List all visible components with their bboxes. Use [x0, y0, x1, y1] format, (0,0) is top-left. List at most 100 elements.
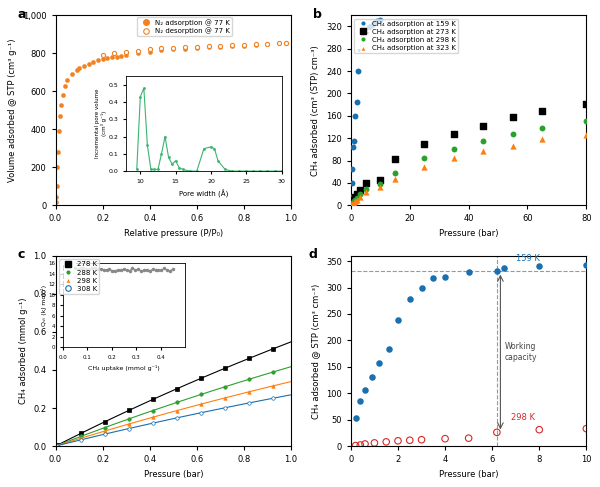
Point	[508, 130, 518, 138]
Point	[352, 98, 362, 106]
Point	[352, 196, 362, 204]
Point	[419, 140, 429, 148]
Y-axis label: CH₄ adsorbed (cm³ (STP) cm⁻³): CH₄ adsorbed (cm³ (STP) cm⁻³)	[311, 45, 320, 176]
Point	[440, 273, 450, 281]
Legend: CH₄ adsorption at 159 K, CH₄ adsorption at 273 K, CH₄ adsorption at 298 K, CH₄ a: CH₄ adsorption at 159 K, CH₄ adsorption …	[355, 19, 458, 53]
Point	[538, 124, 547, 132]
Point	[361, 188, 370, 196]
Point	[346, 200, 356, 208]
Point	[373, 18, 382, 25]
Point	[405, 295, 415, 303]
Point	[390, 175, 400, 183]
Point	[349, 143, 358, 150]
Point	[581, 131, 591, 139]
Point	[393, 317, 403, 324]
Point	[508, 113, 518, 121]
Point	[581, 425, 591, 432]
Point	[364, 23, 373, 31]
Point	[361, 27, 370, 35]
Point	[346, 193, 356, 201]
Point	[361, 179, 370, 187]
Point	[499, 264, 509, 272]
Y-axis label: CH₄ adsorbed (mmol g⁻¹): CH₄ adsorbed (mmol g⁻¹)	[19, 298, 28, 404]
Point	[367, 21, 376, 29]
X-axis label: Pressure (bar): Pressure (bar)	[143, 469, 203, 479]
Text: 159 K: 159 K	[516, 254, 539, 263]
Y-axis label: Volume adsorbed @ STP (cm³ g⁻¹): Volume adsorbed @ STP (cm³ g⁻¹)	[8, 38, 17, 182]
Point	[440, 435, 450, 443]
Point	[535, 262, 544, 270]
Point	[355, 186, 365, 194]
Point	[393, 437, 403, 445]
Point	[390, 155, 400, 163]
Point	[376, 184, 385, 191]
Point	[479, 122, 488, 130]
Point	[538, 108, 547, 115]
Point	[361, 185, 370, 192]
Point	[346, 201, 356, 209]
Text: c: c	[18, 248, 25, 261]
Point	[376, 16, 385, 24]
X-axis label: Pressure (bar): Pressure (bar)	[439, 469, 499, 479]
Point	[419, 154, 429, 162]
Point	[352, 190, 362, 198]
Point	[492, 429, 502, 436]
Text: b: b	[313, 7, 322, 20]
Point	[347, 199, 357, 207]
Point	[353, 67, 363, 75]
Point	[390, 169, 400, 177]
Point	[464, 268, 473, 276]
Point	[535, 426, 544, 433]
Text: 298 K: 298 K	[511, 412, 535, 422]
Point	[492, 267, 502, 275]
Text: Working
capacity: Working capacity	[505, 342, 538, 362]
Point	[349, 196, 359, 204]
Point	[349, 199, 359, 206]
Point	[417, 284, 427, 292]
Point	[347, 165, 357, 173]
Point	[349, 198, 359, 206]
Point	[581, 262, 591, 269]
Point	[382, 438, 391, 446]
Point	[449, 130, 459, 138]
Point	[405, 436, 415, 444]
Text: d: d	[308, 248, 317, 261]
Point	[419, 164, 429, 171]
Point	[428, 274, 438, 282]
Point	[360, 440, 370, 448]
Point	[367, 374, 377, 381]
Point	[464, 434, 473, 442]
Point	[351, 414, 361, 422]
Point	[356, 441, 365, 449]
Point	[376, 180, 385, 188]
Point	[479, 137, 488, 145]
Point	[349, 137, 359, 145]
Point	[347, 179, 356, 187]
Point	[346, 201, 356, 209]
Point	[581, 117, 591, 125]
Point	[350, 198, 360, 206]
X-axis label: Relative pressure (P/P₀): Relative pressure (P/P₀)	[124, 229, 223, 238]
Point	[358, 34, 367, 41]
Point	[538, 135, 547, 143]
Point	[347, 200, 357, 208]
Point	[581, 100, 591, 108]
Point	[350, 112, 360, 120]
Point	[370, 19, 379, 27]
Point	[360, 386, 370, 393]
Point	[355, 190, 365, 198]
Point	[355, 193, 365, 201]
Point	[508, 142, 518, 150]
Text: a: a	[18, 7, 26, 20]
Point	[449, 146, 459, 153]
Point	[376, 176, 385, 184]
Point	[370, 439, 379, 447]
Point	[356, 397, 365, 405]
Point	[352, 194, 362, 202]
Point	[351, 442, 361, 450]
Legend: 278 K, 288 K, 298 K, 308 K: 278 K, 288 K, 298 K, 308 K	[59, 260, 100, 294]
Point	[479, 147, 488, 155]
Point	[384, 345, 394, 353]
Point	[355, 45, 365, 53]
Point	[449, 154, 459, 162]
